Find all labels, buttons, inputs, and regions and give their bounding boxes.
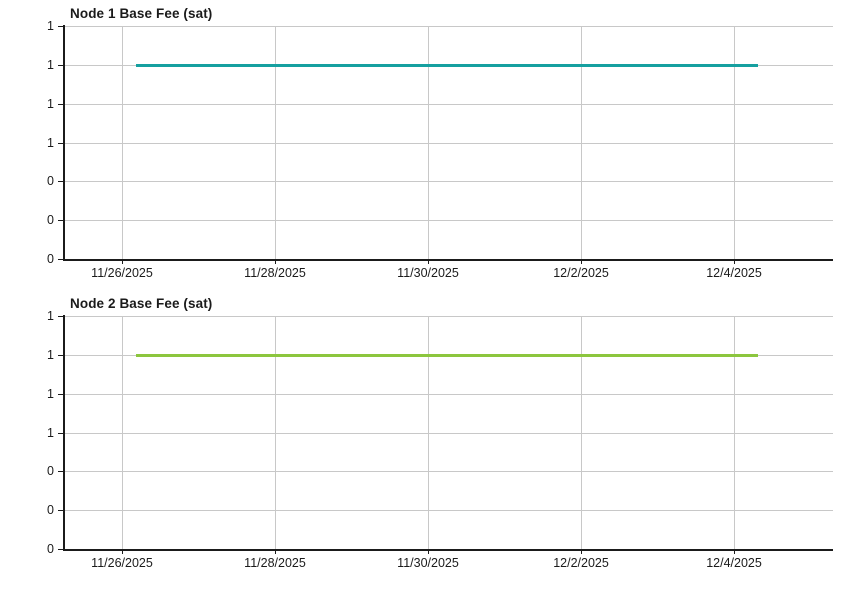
gridline-x-4 bbox=[734, 26, 735, 259]
x-tick-mark-0 bbox=[122, 549, 123, 554]
x-tick-mark-2 bbox=[428, 549, 429, 554]
y-tick-label-2: 1 bbox=[47, 386, 54, 401]
y-axis-node-2 bbox=[63, 315, 65, 550]
gridline-y-4 bbox=[63, 471, 833, 473]
x-axis-node-2 bbox=[63, 549, 833, 551]
y-tick-label-1: 1 bbox=[47, 57, 54, 72]
chart-title-node-1: Node 1 Base Fee (sat) bbox=[70, 6, 213, 21]
x-tick-label-2: 11/30/2025 bbox=[397, 556, 459, 570]
x-axis-node-1 bbox=[63, 259, 833, 261]
y-tick-mark-3 bbox=[58, 432, 63, 434]
y-tick-mark-1 bbox=[58, 64, 63, 66]
y-tick-label-0: 1 bbox=[47, 19, 54, 33]
x-tick-mark-0 bbox=[122, 259, 123, 264]
gridline-x-2 bbox=[428, 316, 429, 549]
x-tick-mark-2 bbox=[428, 259, 429, 264]
y-tick-mark-3 bbox=[58, 142, 63, 144]
gridline-y-0 bbox=[63, 26, 833, 27]
x-tick-mark-4 bbox=[734, 259, 735, 264]
y-tick-mark-4 bbox=[58, 471, 63, 473]
gridline-x-4 bbox=[734, 316, 735, 549]
gridline-x-3 bbox=[581, 26, 582, 259]
y-tick-label-2: 1 bbox=[47, 96, 54, 111]
y-tick-mark-6 bbox=[58, 549, 63, 550]
gridline-x-1 bbox=[275, 316, 276, 549]
x-tick-label-2: 11/30/2025 bbox=[397, 266, 459, 280]
x-tick-label-3: 12/2/2025 bbox=[553, 556, 609, 570]
y-tick-mark-5 bbox=[58, 220, 63, 222]
series-line-node-1 bbox=[136, 63, 758, 67]
x-tick-label-4: 12/4/2025 bbox=[706, 266, 762, 280]
x-tick-label-1: 11/28/2025 bbox=[244, 556, 306, 570]
gridline-x-0 bbox=[122, 316, 123, 549]
gridline-y-3 bbox=[63, 432, 833, 434]
y-tick-label-1: 1 bbox=[47, 347, 54, 362]
y-tick-mark-0 bbox=[58, 316, 63, 317]
x-tick-mark-3 bbox=[581, 259, 582, 264]
y-tick-mark-0 bbox=[58, 26, 63, 27]
y-tick-mark-1 bbox=[58, 354, 63, 356]
y-tick-label-4: 0 bbox=[47, 464, 54, 479]
x-tick-label-0: 11/26/2025 bbox=[91, 266, 153, 280]
gridline-x-3 bbox=[581, 316, 582, 549]
y-tick-label-6: 0 bbox=[47, 542, 54, 556]
y-axis-node-1 bbox=[63, 25, 65, 260]
x-tick-label-3: 12/2/2025 bbox=[553, 266, 609, 280]
gridline-y-4 bbox=[63, 181, 833, 183]
y-tick-mark-4 bbox=[58, 181, 63, 183]
y-tick-label-3: 1 bbox=[47, 425, 54, 440]
chart-title-node-2: Node 2 Base Fee (sat) bbox=[70, 296, 213, 311]
y-tick-mark-2 bbox=[58, 393, 63, 395]
x-tick-label-0: 11/26/2025 bbox=[91, 556, 153, 570]
gridline-x-0 bbox=[122, 26, 123, 259]
x-tick-mark-3 bbox=[581, 549, 582, 554]
gridline-y-2 bbox=[63, 103, 833, 105]
plot-area-node-2 bbox=[63, 316, 833, 550]
plot-area-node-1 bbox=[63, 26, 833, 260]
x-tick-mark-4 bbox=[734, 549, 735, 554]
series-line-node-2 bbox=[136, 353, 758, 357]
y-tick-mark-5 bbox=[58, 510, 63, 512]
y-tick-label-6: 0 bbox=[47, 252, 54, 266]
y-tick-label-4: 0 bbox=[47, 174, 54, 189]
y-tick-label-5: 0 bbox=[47, 213, 54, 228]
gridline-x-2 bbox=[428, 26, 429, 259]
y-tick-label-5: 0 bbox=[47, 503, 54, 518]
x-tick-label-4: 12/4/2025 bbox=[706, 556, 762, 570]
gridline-y-5 bbox=[63, 220, 833, 222]
x-tick-mark-1 bbox=[275, 259, 276, 264]
y-tick-label-3: 1 bbox=[47, 135, 54, 150]
gridline-y-5 bbox=[63, 510, 833, 512]
chart-panel-node-1: Node 1 Base Fee (sat) 1 1 1 1 bbox=[0, 0, 860, 290]
gridline-x-1 bbox=[275, 26, 276, 259]
chart-panel-node-2: Node 2 Base Fee (sat) 1 1 1 1 bbox=[0, 290, 860, 580]
gridline-y-3 bbox=[63, 142, 833, 144]
gridline-y-2 bbox=[63, 393, 833, 395]
gridline-y-0 bbox=[63, 316, 833, 317]
x-tick-label-1: 11/28/2025 bbox=[244, 266, 306, 280]
y-tick-label-0: 1 bbox=[47, 309, 54, 323]
x-tick-mark-1 bbox=[275, 549, 276, 554]
y-tick-mark-2 bbox=[58, 103, 63, 105]
y-tick-mark-6 bbox=[58, 259, 63, 260]
